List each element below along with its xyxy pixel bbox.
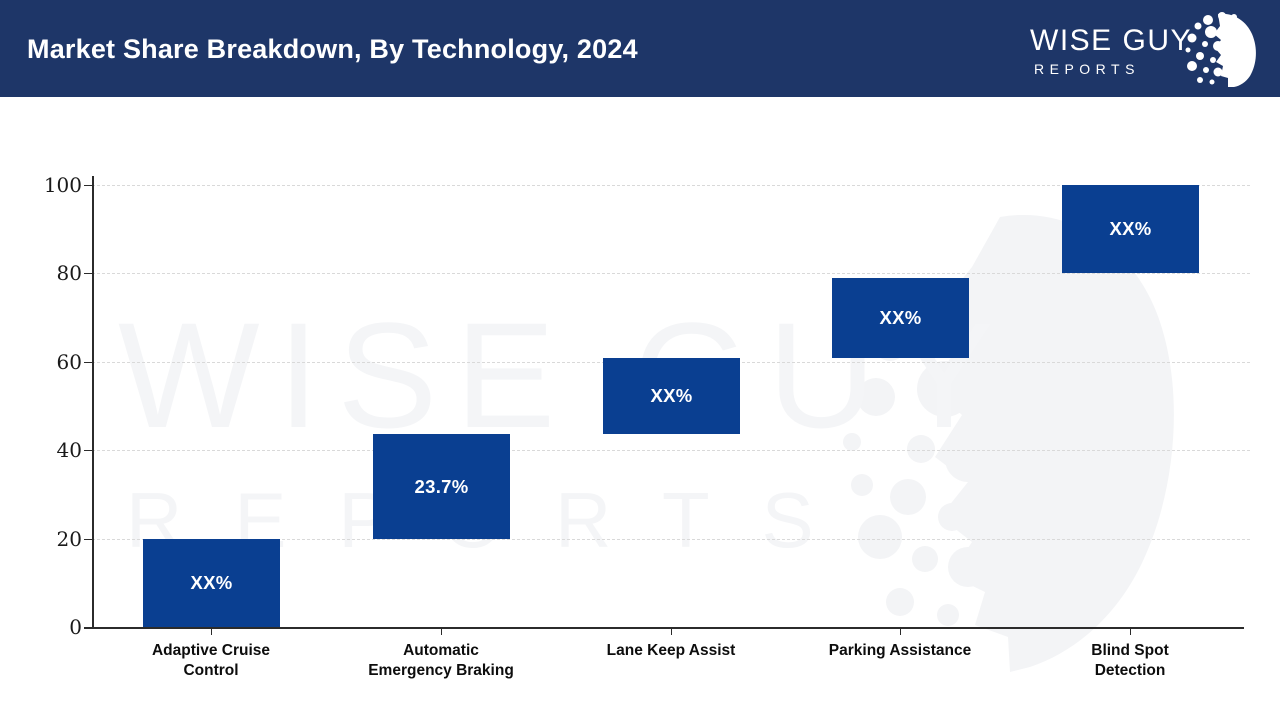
- x-tick-label-automatic-emergency-braking: Automatic Emergency Braking: [326, 641, 556, 681]
- logo-dot-cluster: [1185, 12, 1237, 85]
- x-tick-mark-3: [671, 627, 672, 635]
- gridline-40: [92, 450, 1250, 451]
- y-axis-line: [92, 176, 94, 628]
- x-tick-label-line: Lane Keep Assist: [606, 642, 736, 659]
- x-tick-label-line: Adaptive Cruise: [151, 642, 270, 659]
- x-tick-label-adaptive-cruise-control: Adaptive Cruise Control: [96, 641, 326, 681]
- x-tick-label-line: Blind Spot: [1091, 642, 1169, 659]
- x-tick-mark-5: [1130, 627, 1131, 635]
- bar-value-label: XX%: [879, 307, 922, 328]
- x-tick-label-parking-assistance: Parking Assistance: [785, 641, 1015, 661]
- y-tick-label-100: 100: [43, 173, 82, 197]
- x-tick-label-line: Control: [183, 662, 239, 679]
- x-tick-mark-4: [900, 627, 901, 635]
- x-axis-line: [84, 627, 1244, 629]
- bar-automatic-emergency-braking[interactable]: 23.7%: [373, 434, 510, 539]
- y-tick-mark-80: [84, 273, 92, 274]
- bar-lane-keep-assist[interactable]: XX%: [603, 358, 740, 434]
- page-header: Market Share Breakdown, By Technology, 2…: [0, 0, 1280, 97]
- logo-svg: WISE GUY REPORTS: [1030, 12, 1256, 87]
- x-tick-label-line: Parking Assistance: [828, 642, 972, 659]
- svg-text:REPORTS: REPORTS: [1034, 61, 1140, 77]
- gridline-100: [92, 185, 1250, 186]
- x-tick-mark-1: [211, 627, 212, 635]
- x-tick-label-line: Emergency Braking: [368, 662, 514, 679]
- bar-value-label: XX%: [1109, 218, 1152, 239]
- y-tick-label-60: 60: [56, 350, 82, 374]
- y-tick-label-40: 40: [56, 438, 82, 462]
- x-tick-label-line: Detection: [1094, 662, 1166, 679]
- bar-value-label: XX%: [190, 572, 233, 593]
- bar-value-label: 23.7%: [414, 475, 469, 497]
- gridline-20: [92, 539, 1250, 540]
- x-tick-label-line: Automatic: [403, 642, 479, 659]
- y-tick-mark-40: [84, 450, 92, 451]
- y-tick-mark-0: [84, 627, 92, 628]
- y-tick-label-0: 0: [69, 615, 82, 639]
- svg-text:WISE GUY: WISE GUY: [1030, 24, 1192, 57]
- gridline-80: [92, 273, 1250, 274]
- chart-plot-area: WISE GUY REPORTS 100 80 60 40: [0, 97, 1280, 720]
- x-tick-mark-2: [441, 627, 442, 635]
- y-tick-mark-100: [84, 185, 92, 186]
- chart-canvas: 100 80 60 40 20 0 XX% 23.7% XX% XX%: [0, 97, 1280, 720]
- bar-blind-spot-detection[interactable]: XX%: [1062, 185, 1199, 273]
- y-tick-mark-20: [84, 539, 92, 540]
- page-title: Market Share Breakdown, By Technology, 2…: [27, 34, 638, 64]
- y-tick-label-20: 20: [56, 527, 82, 551]
- x-tick-label-lane-keep-assist: Lane Keep Assist: [556, 641, 786, 661]
- bar-value-label: XX%: [650, 385, 693, 406]
- x-tick-label-blind-spot-detection: Blind Spot Detection: [1015, 641, 1245, 681]
- bar-adaptive-cruise-control[interactable]: XX%: [143, 539, 280, 627]
- wise-guy-reports-logo: WISE GUY REPORTS: [1022, 8, 1272, 90]
- y-tick-mark-60: [84, 362, 92, 363]
- bar-parking-assistance[interactable]: XX%: [832, 278, 969, 358]
- y-tick-label-80: 80: [56, 261, 82, 285]
